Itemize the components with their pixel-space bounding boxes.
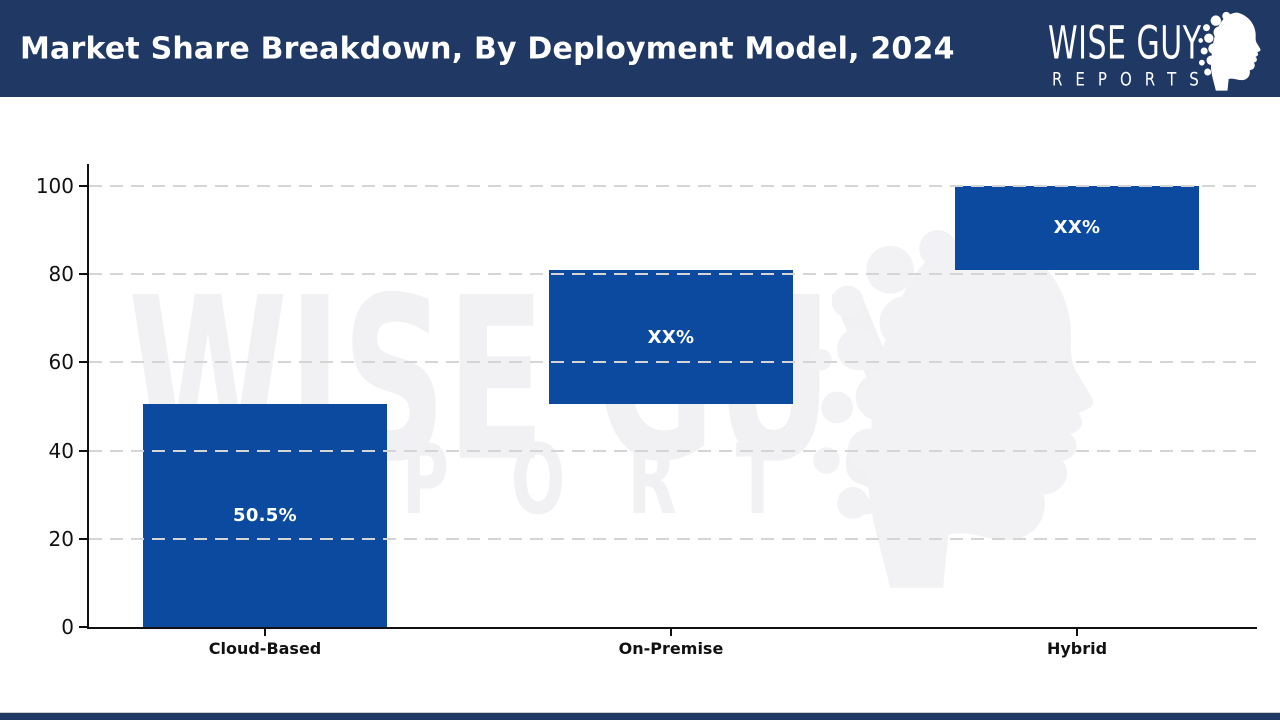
y-tick-mark: [79, 449, 88, 452]
bar-value-label: XX%: [647, 326, 695, 348]
bar-segment: XX%: [955, 186, 1199, 270]
y-tick-label: 80: [48, 262, 74, 287]
bottom-hairline: [0, 712, 1280, 713]
x-tick-label: Cloud-Based: [208, 639, 322, 658]
x-tick-label: Hybrid: [1046, 639, 1108, 658]
y-tick-mark: [79, 626, 88, 628]
grid-line: [89, 273, 1256, 276]
x-tick-mark: [670, 628, 672, 636]
y-tick-mark: [79, 185, 88, 187]
x-axis-line: [87, 627, 1257, 629]
chart-area: 50.5% XX% XX% 0 20 40 60 80 100 Cloud-Based On-Pre…: [0, 97, 1280, 713]
y-tick-label: 0: [61, 615, 74, 639]
grid-line: [89, 185, 1256, 187]
footer-bar: [0, 713, 1280, 720]
y-tick-label: 100: [35, 174, 74, 198]
brand-face-icon: [1198, 11, 1261, 91]
bar-value-label: 50.5%: [233, 505, 297, 527]
y-tick-mark: [79, 361, 88, 364]
y-tick-mark: [79, 273, 88, 276]
y-tick-mark: [79, 537, 88, 540]
bar-segment: XX%: [549, 269, 793, 405]
page-title: Market Share Breakdown, By Deployment Mo…: [20, 31, 955, 66]
bar-segment: 50.5%: [143, 404, 387, 627]
brand-subtitle: REPORTS: [1052, 68, 1212, 91]
watermark-face-icon: [800, 229, 1094, 588]
bar-value-label: XX%: [1053, 217, 1101, 239]
brand-logo: WISE GUY REPORTS: [1016, 4, 1266, 94]
y-axis-line: [87, 164, 89, 629]
grid-line: [89, 537, 1256, 540]
header-bar: Market Share Breakdown, By Deployment Mo…: [0, 0, 1280, 97]
x-tick-mark: [264, 628, 266, 636]
y-tick-label: 40: [48, 438, 74, 463]
grid-line: [89, 449, 1256, 452]
x-tick-mark: [1076, 628, 1078, 636]
y-tick-label: 20: [48, 526, 74, 551]
brand-name: WISE GUY: [1048, 18, 1202, 71]
grid-line: [89, 361, 1256, 364]
y-tick-label: 60: [48, 350, 74, 375]
x-tick-label: On-Premise: [618, 639, 724, 658]
